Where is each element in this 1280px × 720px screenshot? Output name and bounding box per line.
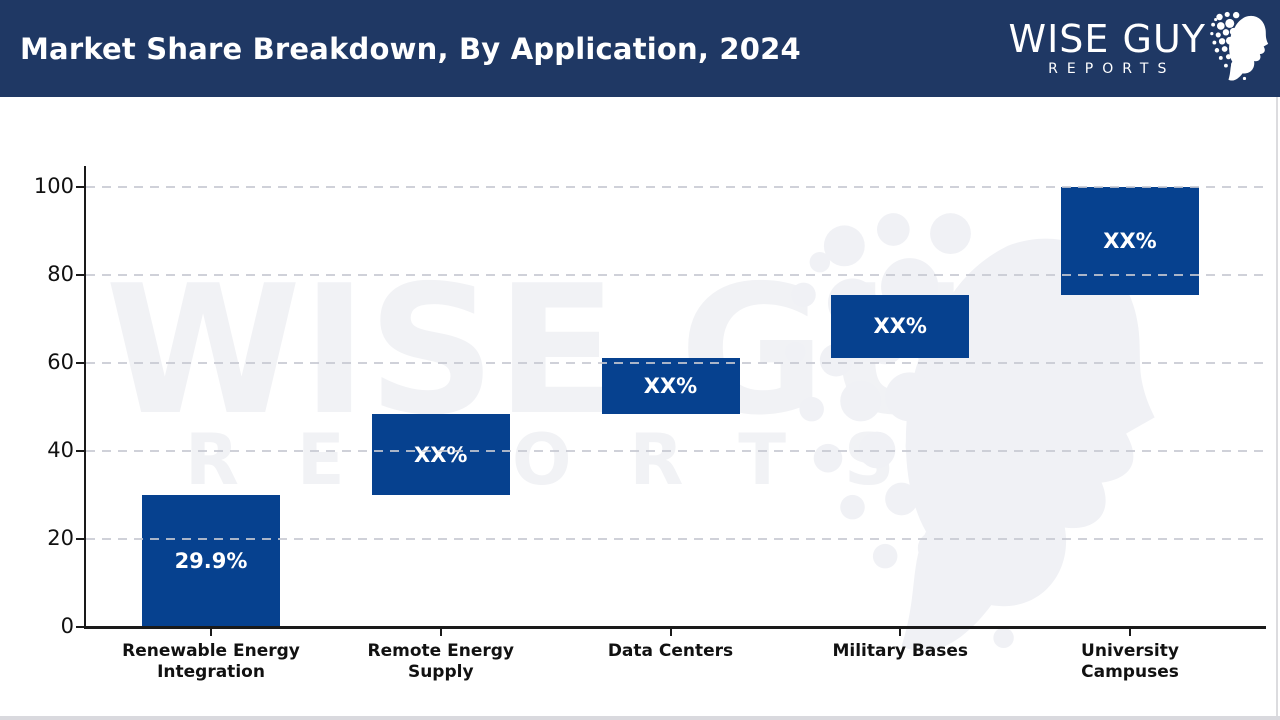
y-tick-label-40: 40 (47, 438, 74, 462)
bar-value-label: 29.9% (174, 549, 248, 574)
x-category-label-university-campuses: University Campuses (1081, 641, 1179, 683)
x-tick-mark-remote-energy-supply (439, 629, 442, 636)
logo-wordmark: WISE GUY (1008, 17, 1206, 61)
chart-title: Market Share Breakdown, By Application, … (20, 31, 801, 66)
logo-tagline: REPORTS (1048, 61, 1176, 77)
bar-value-label: XX% (873, 314, 927, 339)
y-tick-mark-60 (76, 362, 84, 364)
x-tick-mark-university-campuses (1129, 629, 1131, 636)
gridline-40 (86, 450, 1264, 452)
bar-renewable-energy-integration: 29.9% (142, 495, 280, 627)
gridline-20 (86, 538, 1264, 540)
y-tick-label-20: 20 (47, 526, 74, 550)
y-tick-mark-80 (76, 274, 84, 276)
y-tick-label-0: 0 (60, 614, 74, 638)
wiseguy-logo: WISE GUY REPORTS (1009, 9, 1272, 89)
bar-university-campuses: XX% (1061, 187, 1199, 295)
y-tick-mark-100 (76, 186, 84, 188)
bar-value-label: XX% (643, 374, 698, 399)
y-tick-mark-20 (76, 538, 84, 540)
logo-text: WISE GUY REPORTS (1009, 20, 1206, 77)
bar-value-label: XX% (1103, 228, 1157, 253)
gridline-80 (86, 274, 1264, 276)
y-tick-mark-40 (76, 450, 84, 452)
bar-remote-energy-supply: XX% (371, 414, 510, 496)
x-category-label-renewable-energy-integration: Renewable Energy Integration (122, 641, 300, 683)
y-axis-line (84, 166, 86, 628)
y-tick-label-60: 60 (47, 350, 74, 374)
y-tick-label-80: 80 (47, 262, 74, 286)
x-category-label-military-bases: Military Bases (832, 641, 969, 661)
x-tick-mark-data-centers (669, 629, 672, 636)
gridline-100 (86, 186, 1264, 188)
right-edge-border (1276, 97, 1278, 716)
footer-strip (0, 716, 1280, 720)
bar-military-bases: XX% (831, 294, 970, 358)
x-axis-line (84, 626, 1266, 629)
header-bar: Market Share Breakdown, By Application, … (0, 0, 1280, 97)
x-tick-mark-military-bases (899, 629, 902, 636)
x-category-label-remote-energy-supply: Remote Energy Supply (367, 641, 514, 683)
x-tick-mark-renewable-energy-integration (210, 629, 212, 636)
watermark-tagline: REPORTS (185, 419, 953, 501)
bar-value-label: XX% (414, 442, 468, 467)
y-tick-mark-0 (76, 626, 84, 628)
y-tick-label-100: 100 (33, 174, 74, 198)
x-category-label-data-centers: Data Centers (607, 641, 734, 661)
bar-data-centers: XX% (601, 357, 740, 415)
gridline-60 (86, 362, 1264, 364)
